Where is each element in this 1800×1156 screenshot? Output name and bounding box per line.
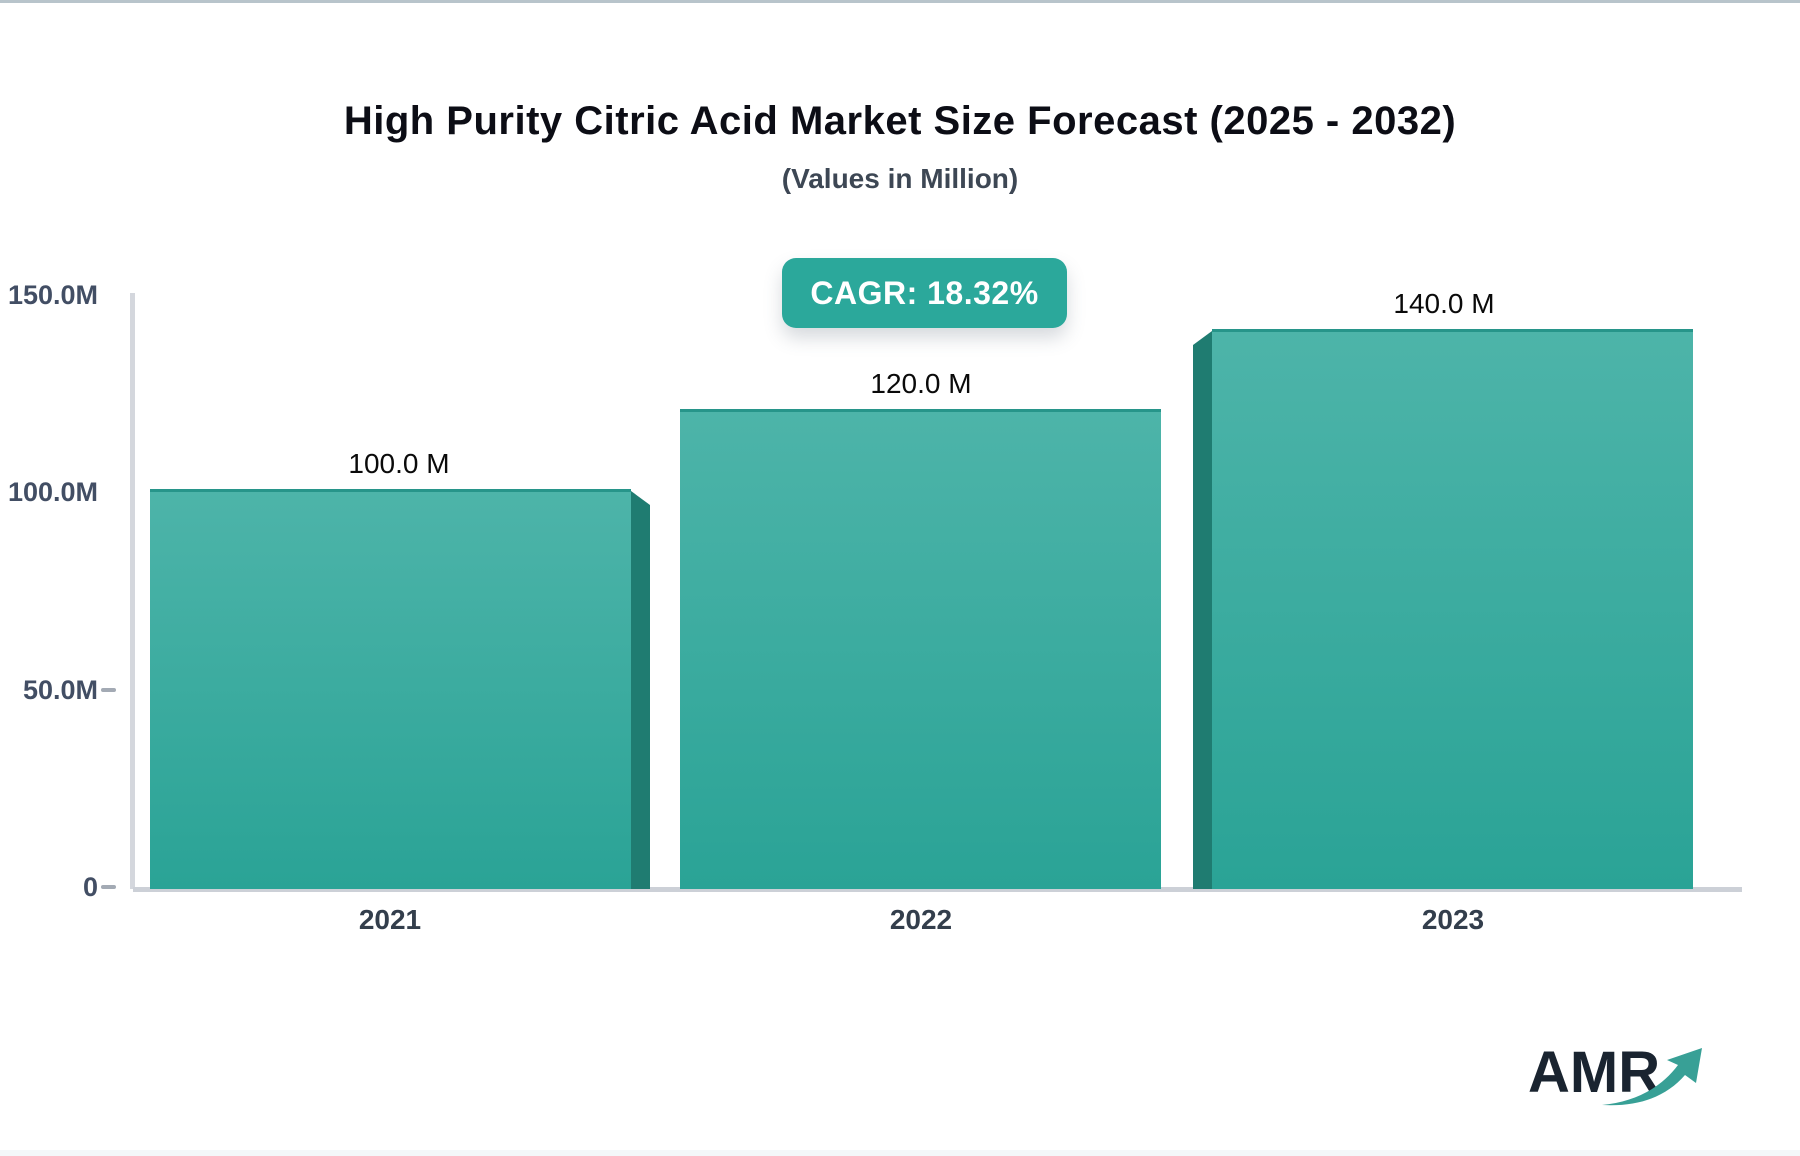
amr-logo-text: AMR <box>1528 1040 1661 1105</box>
y-axis-tick-label: 50.0M <box>22 674 98 705</box>
x-axis-line <box>133 887 1742 892</box>
bar-bevel-right <box>631 491 650 889</box>
chart-subtitle: (Values in Million) <box>781 163 1019 194</box>
bar-value-label: 120.0 M <box>870 368 972 399</box>
bar-2023 <box>1212 329 1693 889</box>
y-axis-tick-label: 150.0M <box>7 279 98 310</box>
x-axis-category-label: 2021 <box>358 904 422 935</box>
bar-2021 <box>150 489 631 889</box>
bar-bevel-left <box>1193 331 1212 889</box>
growth-arrow-icon <box>1602 1048 1702 1106</box>
cagr-badge: CAGR: 18.32% <box>782 258 1067 328</box>
y-axis-tick-mark <box>101 885 116 889</box>
y-axis-tick-mark <box>101 687 116 692</box>
amr-logo: AMR <box>1528 1037 1718 1121</box>
bar-value-label: 100.0 M <box>348 448 450 479</box>
x-axis-category-label: 2023 <box>1421 904 1485 935</box>
bar-2022 <box>680 409 1161 889</box>
x-axis-category-label: 2022 <box>889 904 953 935</box>
plot-area: 150.0M 100.0M 50.0M 0 100.0 M 2021 120.0 M 2022… <box>0 3 1800 1156</box>
y-axis-tick-label: 100.0M <box>7 477 98 507</box>
bar-value-label: 140.0 M <box>1393 288 1495 319</box>
chart-title: High Purity Citric Acid Market Size Fore… <box>343 99 1457 143</box>
y-axis-tick-label: 0 <box>82 872 98 902</box>
y-axis-line <box>130 293 135 889</box>
